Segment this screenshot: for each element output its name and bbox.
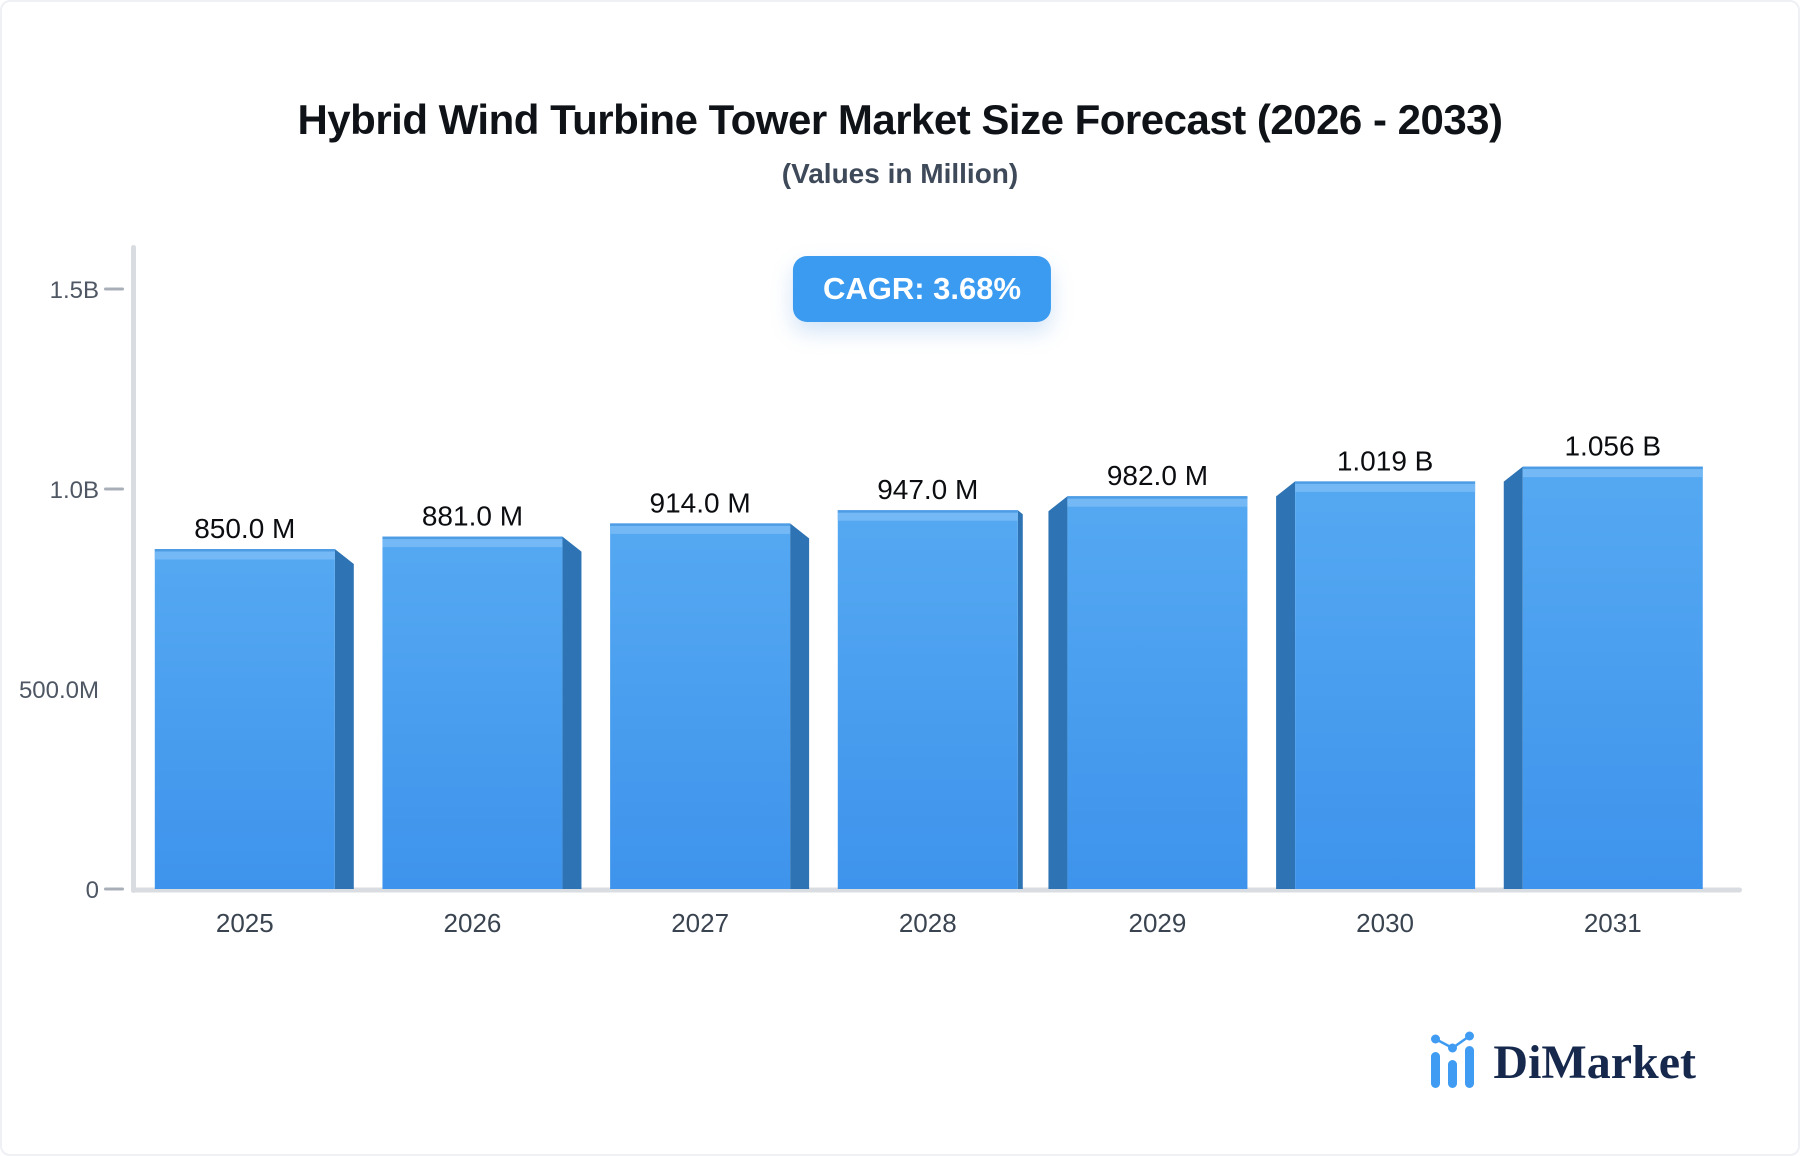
- bar-side-face: [562, 536, 582, 889]
- bar-top-edge: [382, 536, 563, 540]
- logo-bar: [1448, 1060, 1458, 1088]
- bar-value-label: 1.019 B: [1337, 445, 1434, 476]
- bar-side-face: [790, 523, 810, 889]
- bar-value-label: 914.0 M: [650, 487, 751, 518]
- logo-bar: [1431, 1052, 1441, 1088]
- bar-top-edge: [1067, 496, 1248, 499]
- x-axis-label: 2025: [216, 908, 274, 938]
- bar-group-2029: 982.0 M 2029: [1048, 460, 1248, 938]
- bar-top-edge: [1295, 481, 1476, 484]
- bar-side-face: [1503, 466, 1523, 889]
- cagr-badge: CAGR: 3.68%: [792, 256, 1052, 322]
- bar-top-highlight: [154, 551, 335, 560]
- bar-value-label: 982.0 M: [1107, 460, 1208, 491]
- y-axis-tick-label: 500.0M: [19, 677, 99, 704]
- x-axis-label: 2031: [1584, 908, 1642, 938]
- x-axis-label: 2026: [444, 908, 502, 938]
- bar-side-face: [1048, 496, 1068, 889]
- y-axis-tick-label: 0: [86, 877, 99, 904]
- x-axis-label: 2029: [1129, 908, 1187, 938]
- bar-top-highlight: [1067, 498, 1248, 507]
- bar-body: [382, 536, 563, 889]
- bar-body: [1295, 481, 1476, 889]
- x-axis-label: 2030: [1356, 908, 1414, 938]
- x-axis-label: 2028: [899, 908, 957, 938]
- bar-body: [1067, 496, 1248, 889]
- brand-logo-text: DiMarket: [1493, 1036, 1696, 1090]
- bar-group-2025: 850.0 M 2025: [154, 513, 354, 938]
- bar-body: [837, 510, 1018, 889]
- brand-logo: DiMarket: [1429, 1028, 1696, 1090]
- bar-side-face: [1017, 510, 1023, 889]
- bar-top-highlight: [1522, 469, 1703, 478]
- bar-top-highlight: [382, 539, 563, 548]
- bar-group-2026: 881.0 M 2026: [382, 501, 582, 938]
- y-axis-line: [131, 245, 136, 893]
- bar-group-2028: 947.0 M 2028: [837, 474, 1023, 938]
- bar-body: [1522, 466, 1703, 889]
- bar-top-highlight: [1295, 483, 1476, 492]
- bar-top-highlight: [837, 512, 1018, 521]
- bar-group-2030: 1.019 B 2030: [1276, 445, 1476, 938]
- bar-top-edge: [154, 549, 335, 552]
- x-axis-label: 2027: [671, 908, 729, 938]
- bar-value-label: 947.0 M: [877, 474, 978, 505]
- y-axis-tick-label: 1.5B: [50, 277, 99, 304]
- logo-dot: [1465, 1031, 1475, 1041]
- logo-dot: [1448, 1043, 1458, 1053]
- y-axis-tick-mark: [104, 287, 124, 291]
- mini-bar-line-chart-icon: [1431, 1031, 1475, 1088]
- y-axis-tick-mark: [104, 887, 124, 891]
- bar-top-highlight: [610, 525, 791, 534]
- bar-value-label: 850.0 M: [194, 513, 295, 544]
- y-axis-tick-mark: [104, 487, 124, 491]
- bar-side-face: [1276, 481, 1296, 889]
- bar-top-edge: [1522, 466, 1703, 470]
- bar-group-2031: 1.056 B 2031: [1503, 431, 1703, 938]
- bar-top-edge: [837, 510, 1018, 513]
- bar-group-2027: 914.0 M 2027: [610, 487, 810, 938]
- logo-bar: [1465, 1046, 1475, 1088]
- bar-value-label: 1.056 B: [1564, 431, 1661, 462]
- y-axis-tick-label: 1.0B: [50, 477, 99, 504]
- bar-body: [154, 549, 335, 889]
- bar-top-edge: [610, 523, 791, 526]
- bar-side-face: [334, 549, 354, 889]
- logo-dot: [1431, 1034, 1441, 1044]
- bar-body: [610, 523, 791, 889]
- bar-value-label: 881.0 M: [422, 501, 523, 532]
